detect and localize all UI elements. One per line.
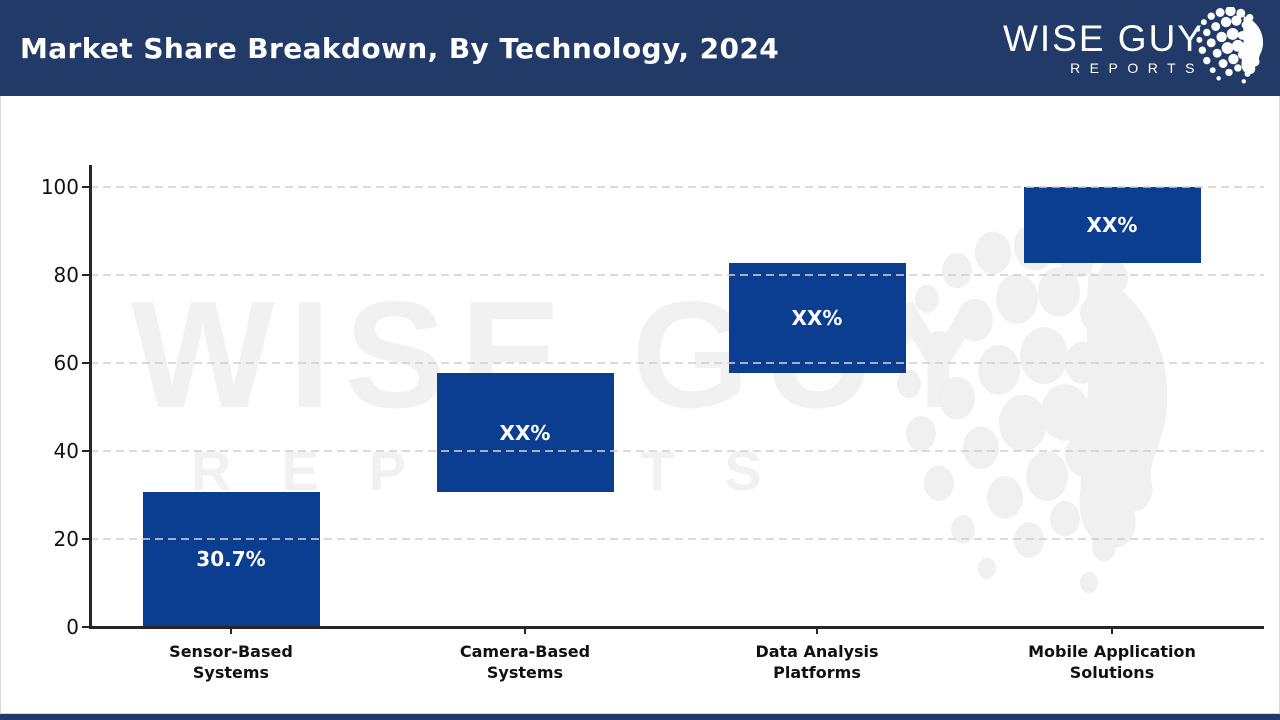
chart-canvas: WISE GUY REPORTS 02040608010030.7%XX%XX%… (0, 96, 1280, 714)
bar-value-label-2: XX% (499, 420, 551, 445)
y-tick-20 (82, 538, 90, 540)
x-category-label-3: Data Analysis Platforms (755, 642, 879, 682)
logo-wordmark: WISE GUY (1002, 18, 1204, 59)
gridline-100 (90, 186, 1264, 188)
x-axis-line (89, 626, 1264, 629)
wise-guy-reports-logo: WISE GUY REPORTS (1003, 7, 1266, 89)
y-tick-label-60: 60 (53, 351, 79, 375)
logo-text: WISE GUY REPORTS (1002, 18, 1204, 77)
x-category-label-2: Camera-Based Systems (459, 642, 591, 682)
gridline-40 (90, 450, 1264, 452)
x-category-label-1: Sensor-Based Systems (169, 642, 293, 682)
watermark-dotted-head-icon (894, 228, 1168, 594)
y-tick-80 (82, 274, 90, 276)
y-axis-line (89, 165, 92, 627)
x-tick-3 (816, 627, 818, 634)
footer-divider (0, 713, 1280, 714)
x-category-label-4: Mobile Application Solutions (1028, 642, 1196, 682)
dotted-head-icon (1195, 7, 1264, 84)
y-tick-label-80: 80 (53, 263, 79, 287)
x-tick-1 (230, 627, 232, 634)
bar-value-label-3: XX% (791, 306, 843, 331)
x-tick-2 (524, 627, 526, 634)
bar-segment-2 (436, 373, 614, 492)
page-title: Market Share Breakdown, By Technology, 2… (20, 31, 780, 65)
y-tick-label-20: 20 (53, 527, 79, 551)
y-tick-100 (82, 186, 90, 188)
bar-value-label-4: XX% (1086, 213, 1138, 238)
bar-segment-1 (142, 491, 320, 627)
logo-subtext: REPORTS (1070, 60, 1204, 76)
y-tick-label-40: 40 (53, 439, 79, 463)
y-tick-label-0: 0 (66, 615, 79, 639)
bar-segment-4 (1023, 187, 1201, 264)
bar-segment-3 (728, 263, 906, 374)
gridline-80 (90, 274, 1264, 276)
y-tick-40 (82, 450, 90, 452)
y-tick-label-100: 100 (40, 175, 79, 199)
y-tick-60 (82, 362, 90, 364)
gridline-60 (90, 362, 1264, 364)
header-banner: Market Share Breakdown, By Technology, 2… (0, 0, 1280, 96)
gridline-20 (90, 538, 1264, 540)
y-tick-0 (82, 626, 90, 628)
x-tick-4 (1111, 627, 1113, 634)
footer-bar (0, 714, 1280, 720)
bar-value-label-1: 30.7% (196, 547, 266, 572)
